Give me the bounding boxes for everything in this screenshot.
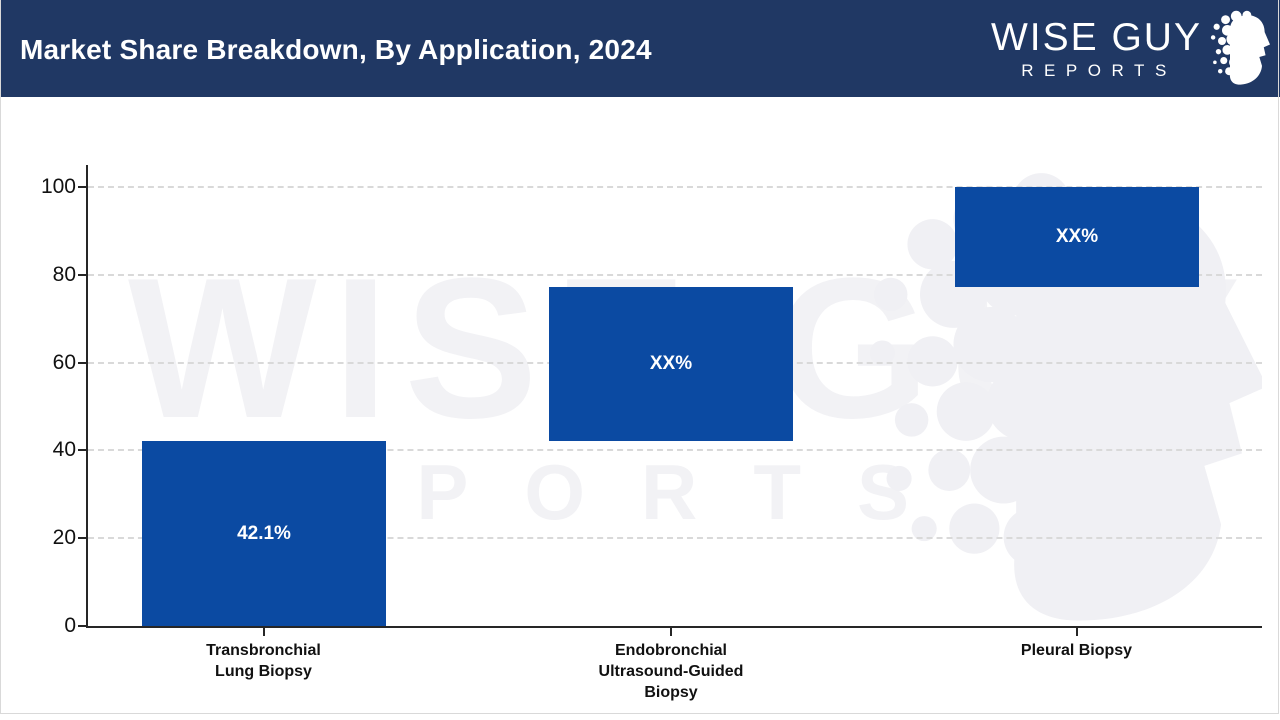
y-tick-label: 100	[40, 174, 76, 198]
y-axis-line	[86, 165, 88, 628]
x-tick-mark	[670, 628, 672, 636]
logo-reports-text: REPORTS	[1021, 61, 1177, 80]
x-category-label: Transbronchial Lung Biopsy	[206, 642, 321, 680]
bar-value-label: XX%	[1055, 225, 1099, 247]
y-tick-mark	[78, 273, 86, 276]
gridline	[88, 449, 1262, 452]
gridline	[88, 537, 1262, 540]
x-tick-mark	[262, 628, 265, 636]
y-tick-mark	[78, 361, 86, 364]
header-bar: Market Share Breakdown, By Application, …	[0, 0, 1280, 97]
y-tick-mark	[78, 449, 86, 452]
y-tick-mark	[78, 185, 86, 188]
y-tick-label: 0	[64, 614, 76, 637]
x-tick-mark	[1075, 628, 1078, 636]
gridline	[88, 185, 1262, 188]
bar-value-label: XX%	[649, 352, 693, 374]
y-tick-mark	[78, 625, 86, 627]
y-tick-label: 60	[52, 350, 76, 374]
chart-title: Market Share Breakdown, By Application, …	[20, 34, 652, 65]
gridline	[88, 273, 1262, 276]
plot-area: 42.1% XX% XX%	[86, 165, 1262, 628]
y-tick-label: 20	[52, 526, 76, 550]
logo-name-text: WISE GUY	[990, 16, 1202, 59]
y-tick-label: 40	[52, 438, 76, 462]
wise-guy-logo: WISE GUY REPORTS	[991, 8, 1270, 90]
logo-wordmark: WISE GUY REPORTS	[991, 16, 1202, 82]
x-category-label: Endobronchial Ultrasound-Guided Biopsy	[598, 642, 744, 701]
y-tick-mark	[78, 537, 86, 540]
bar: XX%	[549, 286, 793, 442]
bar: XX%	[955, 186, 1199, 287]
bar-value-label: 42.1%	[237, 522, 291, 544]
x-category-label: Pleural Biopsy	[1020, 642, 1133, 659]
bar: 42.1%	[142, 441, 386, 626]
y-tick-label: 80	[52, 262, 76, 286]
x-axis-line	[86, 626, 1262, 628]
logo-head-icon	[1210, 10, 1270, 85]
